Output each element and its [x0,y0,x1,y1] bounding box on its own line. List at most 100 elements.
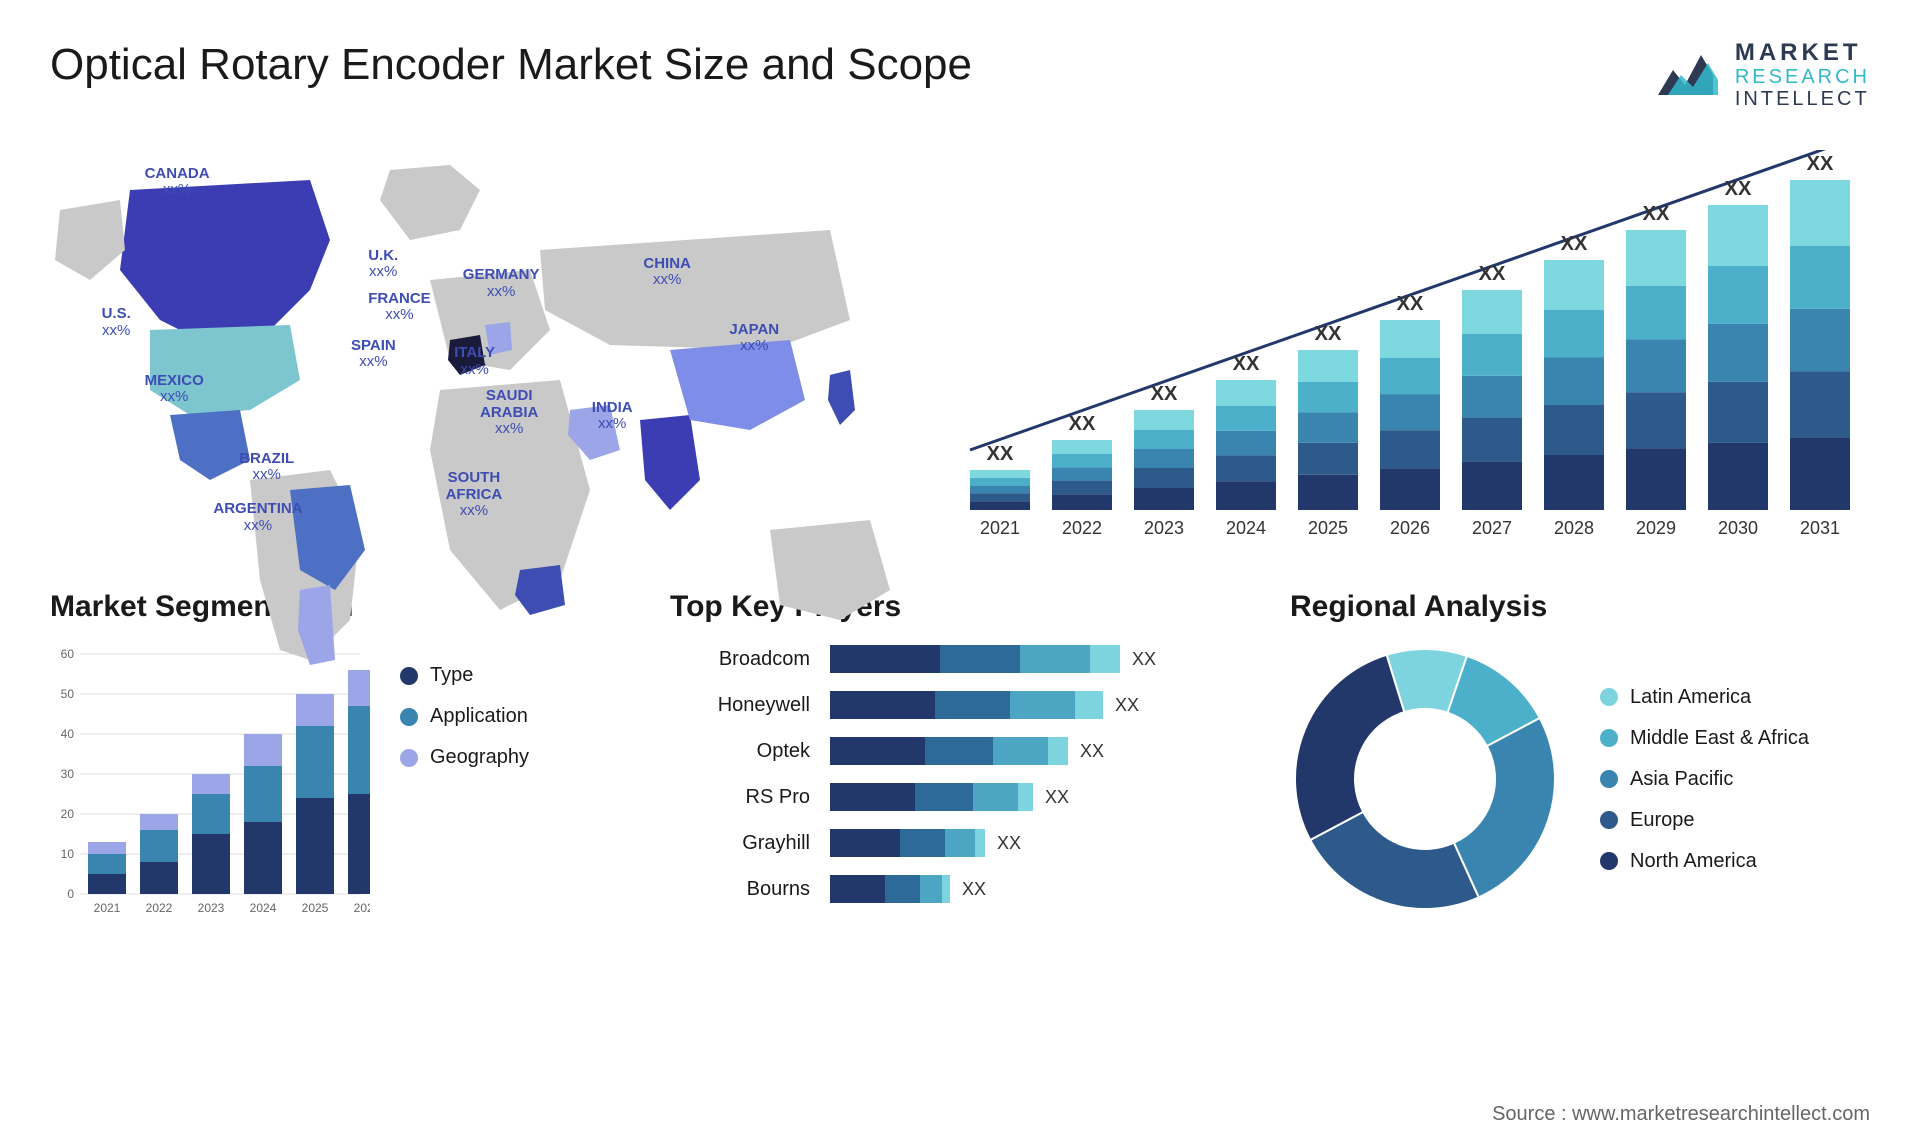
segmentation-legend: TypeApplicationGeography [400,664,529,769]
seg-bar-seg [244,766,282,822]
map-region-india [640,415,700,510]
player-bar-seg [935,691,1010,719]
legend-swatch [1600,852,1618,870]
growth-year-label: 2029 [1636,518,1676,538]
growth-bar-seg [1380,469,1440,511]
growth-bar-seg [1626,230,1686,286]
growth-bar-seg [970,502,1030,511]
growth-bar-seg [1626,340,1686,393]
growth-year-label: 2021 [980,518,1020,538]
growth-bar-seg [1298,350,1358,382]
growth-bar-seg [970,494,1030,502]
player-bar-seg [830,737,925,765]
map-region-south-africa [515,565,565,615]
growth-value-label: XX [1151,383,1178,405]
map-label: U.S.xx% [102,306,131,339]
growth-bar-seg [1298,382,1358,412]
growth-bar-seg [1626,286,1686,339]
seg-bar-seg [88,874,126,894]
seg-bar-seg [140,814,178,830]
players-labels: BroadcomHoneywellOptekRS ProGrayhillBour… [670,644,810,904]
seg-ytick: 50 [61,687,75,701]
player-bar-seg [830,875,885,903]
growth-bar-seg [1134,449,1194,468]
logo-icon [1653,45,1723,105]
map-label: CHINAxx% [643,256,691,289]
player-row: XX [830,874,1250,904]
legend-swatch [1600,811,1618,829]
growth-bar-seg [970,486,1030,494]
map-label: MEXICOxx% [145,373,204,406]
growth-chart-panel: XX2021XX2022XX2023XX2024XX2025XX2026XX20… [950,150,1870,540]
growth-bar-seg [1462,290,1522,334]
growth-year-label: 2025 [1308,518,1348,538]
logo-text-1: MARKET [1735,40,1870,66]
growth-value-label: XX [1315,323,1342,345]
map-region-australia-grey [770,520,890,620]
growth-bar-seg [1216,431,1276,456]
growth-value-label: XX [1643,203,1670,225]
growth-bar-seg [1708,266,1768,324]
growth-bar-seg [1216,380,1276,406]
growth-bar-seg [1052,440,1112,454]
seg-bar-seg [192,834,230,894]
growth-year-label: 2024 [1226,518,1266,538]
growth-bar-seg [1790,180,1850,246]
growth-value-label: XX [1561,233,1588,255]
growth-value-label: XX [987,443,1014,465]
growth-bar-seg [1052,481,1112,495]
player-label: Bourns [747,874,810,904]
growth-bar-seg [1544,358,1604,406]
legend-swatch [400,708,418,726]
growth-value-label: XX [1807,153,1834,175]
legend-label: Application [430,705,528,728]
seg-year-label: 2024 [250,901,277,915]
growth-bar-seg [1544,455,1604,510]
seg-ytick: 40 [61,727,75,741]
growth-chart: XX2021XX2022XX2023XX2024XX2025XX2026XX20… [950,150,1870,540]
growth-bar-seg [1052,468,1112,481]
growth-bar-seg [1544,260,1604,310]
growth-value-label: XX [1725,178,1752,200]
seg-bar-seg [348,794,370,894]
seg-bar-seg [140,830,178,862]
map-region-japan [828,370,855,425]
growth-bar-seg [1298,475,1358,510]
legend-label: Middle East & Africa [1630,727,1809,750]
growth-bar-seg [1298,413,1358,443]
legend-swatch [1600,770,1618,788]
map-label: SAUDIARABIAxx% [480,388,538,438]
donut-slice [1454,718,1555,897]
player-bar-seg [1020,645,1090,673]
growth-bar-seg [970,478,1030,486]
player-row: XX [830,782,1250,812]
growth-bar-seg [1626,393,1686,449]
seg-bar-seg [88,854,126,874]
seg-ytick: 0 [67,887,74,901]
legend-item: Latin America [1600,686,1809,709]
growth-bar-seg [1708,324,1768,382]
player-label: Grayhill [742,828,810,858]
player-bar [830,691,1103,719]
player-row: XX [830,828,1250,858]
legend-swatch [1600,688,1618,706]
player-bar-seg [830,691,935,719]
player-value: XX [1045,787,1069,808]
seg-year-label: 2022 [146,901,173,915]
player-bar-seg [830,829,900,857]
seg-year-label: 2021 [94,901,121,915]
regional-title: Regional Analysis [1290,590,1870,624]
growth-bar-seg [1134,430,1194,449]
seg-year-label: 2023 [198,901,225,915]
player-bar-seg [942,875,950,903]
player-bar-seg [900,829,945,857]
player-value: XX [997,833,1021,854]
legend-label: Asia Pacific [1630,768,1733,791]
regional-legend: Latin America Middle East & Africa Asia Pa… [1600,686,1809,873]
growth-bar-seg [1708,205,1768,266]
player-bar [830,829,985,857]
seg-bar-seg [192,774,230,794]
top-row: CANADAxx%U.S.xx%MEXICOxx%BRAZILxx%ARGENT… [50,150,1870,540]
regional-donut [1290,644,1560,914]
player-bar [830,875,950,903]
